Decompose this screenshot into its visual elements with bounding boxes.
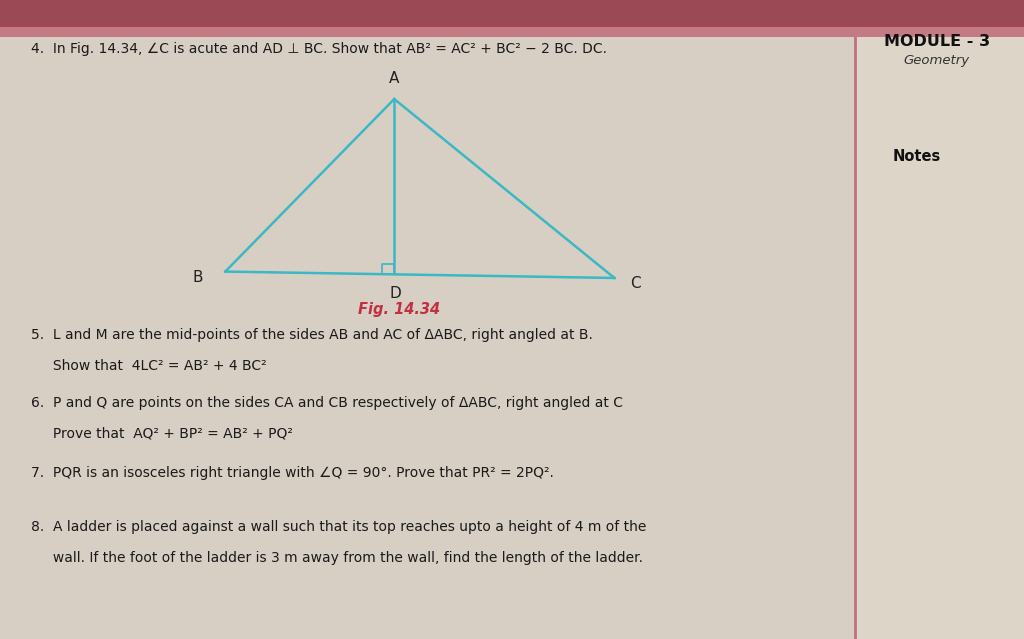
Text: A: A xyxy=(389,72,399,86)
FancyBboxPatch shape xyxy=(855,0,1024,639)
Text: Notes: Notes xyxy=(893,149,941,164)
Text: 8.  A ladder is placed against a wall such that its top reaches upto a height of: 8. A ladder is placed against a wall suc… xyxy=(31,520,646,534)
Text: Fig. 14.34: Fig. 14.34 xyxy=(358,302,440,316)
Text: MODULE - 3: MODULE - 3 xyxy=(884,34,990,49)
Text: wall. If the foot of the ladder is 3 m away from the wall, find the length of th: wall. If the foot of the ladder is 3 m a… xyxy=(31,551,643,565)
Text: B: B xyxy=(193,270,203,286)
Text: 4.  In Fig. 14.34, ∠C is acute and AD ⊥ BC. Show that AB² = AC² + BC² − 2 BC. DC: 4. In Fig. 14.34, ∠C is acute and AD ⊥ B… xyxy=(31,42,606,56)
Text: 5.  L and M are the mid-points of the sides AB and AC of ΔABC, right angled at B: 5. L and M are the mid-points of the sid… xyxy=(31,328,593,343)
Text: C: C xyxy=(630,275,640,291)
Text: 6.  P and Q are points on the sides CA and CB respectively of ΔABC, right angled: 6. P and Q are points on the sides CA an… xyxy=(31,396,623,410)
Text: Show that  4LC² = AB² + 4 BC²: Show that 4LC² = AB² + 4 BC² xyxy=(31,359,266,373)
Text: 7.  PQR is an isosceles right triangle with ∠Q = 90°. Prove that PR² = 2PQ².: 7. PQR is an isosceles right triangle wi… xyxy=(31,466,554,480)
Text: Geometry: Geometry xyxy=(904,54,970,67)
Text: Prove that  AQ² + BP² = AB² + PQ²: Prove that AQ² + BP² = AB² + PQ² xyxy=(31,426,293,440)
Text: D: D xyxy=(389,286,401,301)
FancyBboxPatch shape xyxy=(0,0,1024,27)
FancyBboxPatch shape xyxy=(0,27,1024,37)
